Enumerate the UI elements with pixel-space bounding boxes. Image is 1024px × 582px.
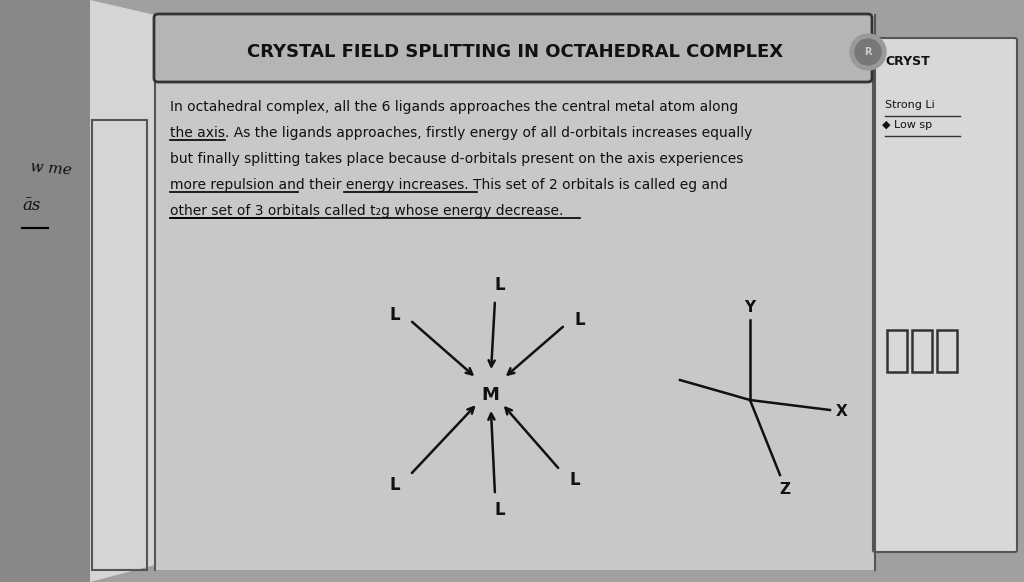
Text: L: L xyxy=(574,311,586,329)
Bar xyxy=(937,330,957,372)
Polygon shape xyxy=(0,0,90,582)
Bar xyxy=(887,330,907,372)
Text: ◆ Low sp: ◆ Low sp xyxy=(882,120,932,130)
Text: other set of 3 orbitals called t₂g whose energy decrease.: other set of 3 orbitals called t₂g whose… xyxy=(170,204,563,218)
Text: but finally splitting takes place because d-orbitals present on the axis experie: but finally splitting takes place becaus… xyxy=(170,152,743,166)
Text: Z: Z xyxy=(779,482,791,498)
Bar xyxy=(912,330,932,372)
Text: In octahedral complex, all the 6 ligands approaches the central metal atom along: In octahedral complex, all the 6 ligands… xyxy=(170,100,738,114)
Text: the axis. As the ligands approaches, firstly energy of all d-orbitals increases : the axis. As the ligands approaches, fir… xyxy=(170,126,753,140)
Text: more repulsion and their energy increases. This set of 2 orbitals is called eg a: more repulsion and their energy increase… xyxy=(170,178,728,192)
Polygon shape xyxy=(90,0,155,582)
FancyBboxPatch shape xyxy=(154,14,872,82)
Text: CRYSTAL FIELD SPLITTING IN OCTAHEDRAL COMPLEX: CRYSTAL FIELD SPLITTING IN OCTAHEDRAL CO… xyxy=(247,43,783,61)
Circle shape xyxy=(850,34,886,70)
Text: w me: w me xyxy=(30,161,73,178)
Text: R: R xyxy=(864,47,871,57)
Text: L: L xyxy=(390,476,400,494)
Text: L: L xyxy=(390,306,400,324)
Text: X: X xyxy=(837,404,848,420)
Text: M: M xyxy=(481,386,499,404)
Bar xyxy=(92,120,147,570)
Text: CRYST: CRYST xyxy=(885,55,930,68)
Text: L: L xyxy=(495,276,505,294)
Text: ās: ās xyxy=(22,197,40,214)
Text: L: L xyxy=(569,471,581,489)
Text: L: L xyxy=(495,501,505,519)
Bar xyxy=(155,15,874,570)
Text: Y: Y xyxy=(744,300,756,315)
Text: Strong Li: Strong Li xyxy=(885,100,935,110)
FancyBboxPatch shape xyxy=(873,38,1017,552)
Circle shape xyxy=(855,39,881,65)
